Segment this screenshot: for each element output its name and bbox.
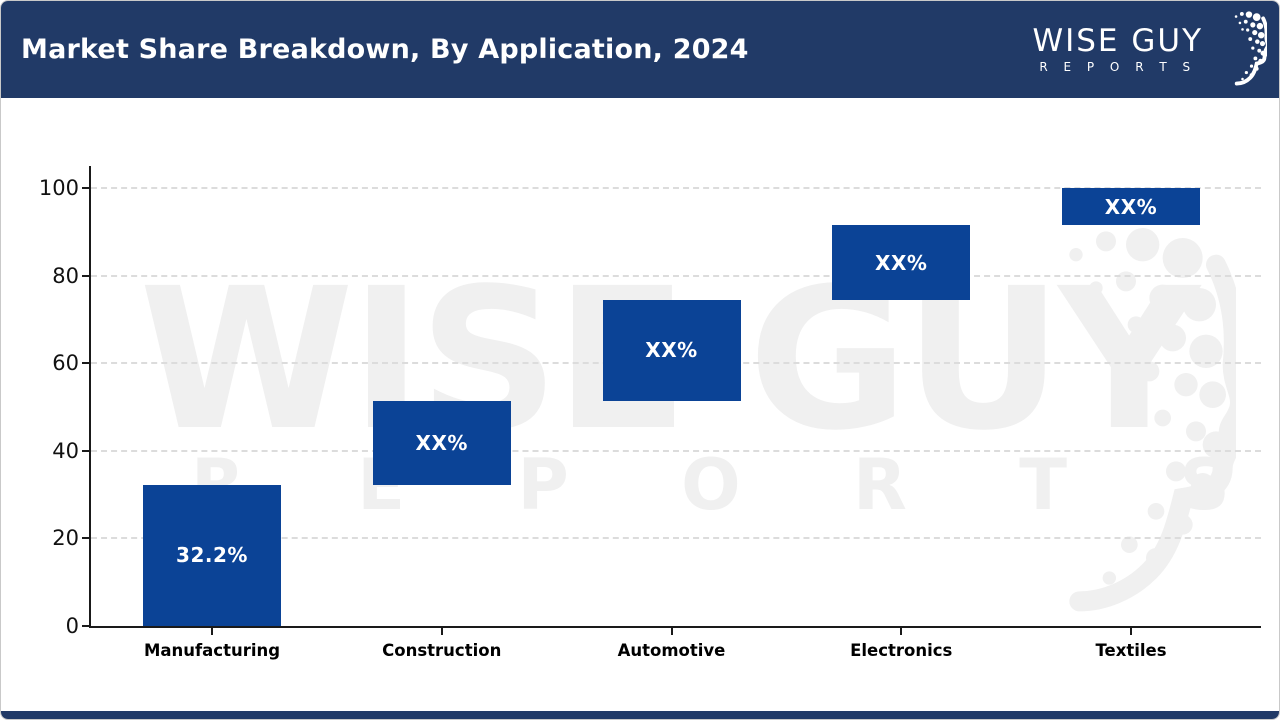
bar: XX%	[1062, 188, 1200, 226]
bar-value-label: XX%	[1104, 194, 1158, 219]
bar-value-label: XX%	[875, 250, 928, 275]
x-tick-label: Electronics	[850, 641, 953, 660]
x-axis-tick-mark	[900, 626, 903, 635]
y-tick-label: 0	[65, 614, 79, 638]
chart-area: WISE GUY R E P O R T S 0 20 40 60 80 100 32.2%…	[1, 98, 1279, 711]
x-tick-label: Automotive	[617, 641, 726, 660]
chart-title: Market Share Breakdown, By Application, …	[21, 34, 749, 65]
y-tick-label: 40	[52, 438, 79, 463]
y-tick-label: 100	[38, 176, 79, 200]
watermark-subtitle: R E P O R T S	[191, 444, 1274, 526]
y-axis-tick-mark	[82, 537, 91, 540]
bar-value-label: XX%	[645, 338, 698, 363]
logo-text: WISE GUY R E P O R T S	[1032, 23, 1203, 74]
gridline	[91, 537, 1261, 540]
x-axis-tick-mark	[670, 626, 673, 635]
y-tick-label: 20	[52, 526, 79, 551]
y-axis	[89, 166, 91, 628]
footer-bar	[1, 711, 1279, 719]
gridline	[91, 274, 1261, 277]
y-axis-tick-mark	[82, 625, 91, 627]
x-axis	[89, 626, 1261, 628]
x-tick-label: Manufacturing	[143, 641, 281, 660]
logo-subtitle: R E P O R T S	[1039, 60, 1197, 74]
bar: XX%	[602, 300, 741, 401]
head-logo-icon	[1209, 8, 1267, 92]
x-axis-tick-mark	[1130, 626, 1132, 635]
bar: XX%	[372, 400, 511, 485]
bar: XX%	[832, 225, 971, 301]
gridline	[91, 449, 1261, 452]
x-tick-label: Textiles	[1095, 641, 1167, 660]
watermark-head-icon	[936, 203, 1236, 653]
y-axis-tick-mark	[82, 449, 91, 452]
bar-value-label: XX%	[415, 430, 468, 455]
x-axis-tick-mark	[211, 626, 213, 635]
logo-wordmark: WISE GUY	[1032, 23, 1203, 59]
bar: 32.2%	[143, 484, 281, 626]
y-axis-tick-mark	[82, 187, 91, 189]
y-tick-label: 60	[52, 351, 79, 376]
x-axis-tick-mark	[440, 626, 443, 635]
bar-value-label: 32.2%	[176, 543, 248, 568]
wise-guy-logo: WISE GUY R E P O R T S	[1032, 8, 1267, 92]
x-tick-label: Construction	[382, 641, 502, 660]
gridline	[91, 187, 1261, 189]
y-tick-label: 80	[52, 263, 79, 288]
header-bar: Market Share Breakdown, By Application, …	[1, 1, 1279, 98]
y-axis-tick-mark	[82, 274, 91, 277]
y-axis-tick-mark	[82, 362, 91, 365]
